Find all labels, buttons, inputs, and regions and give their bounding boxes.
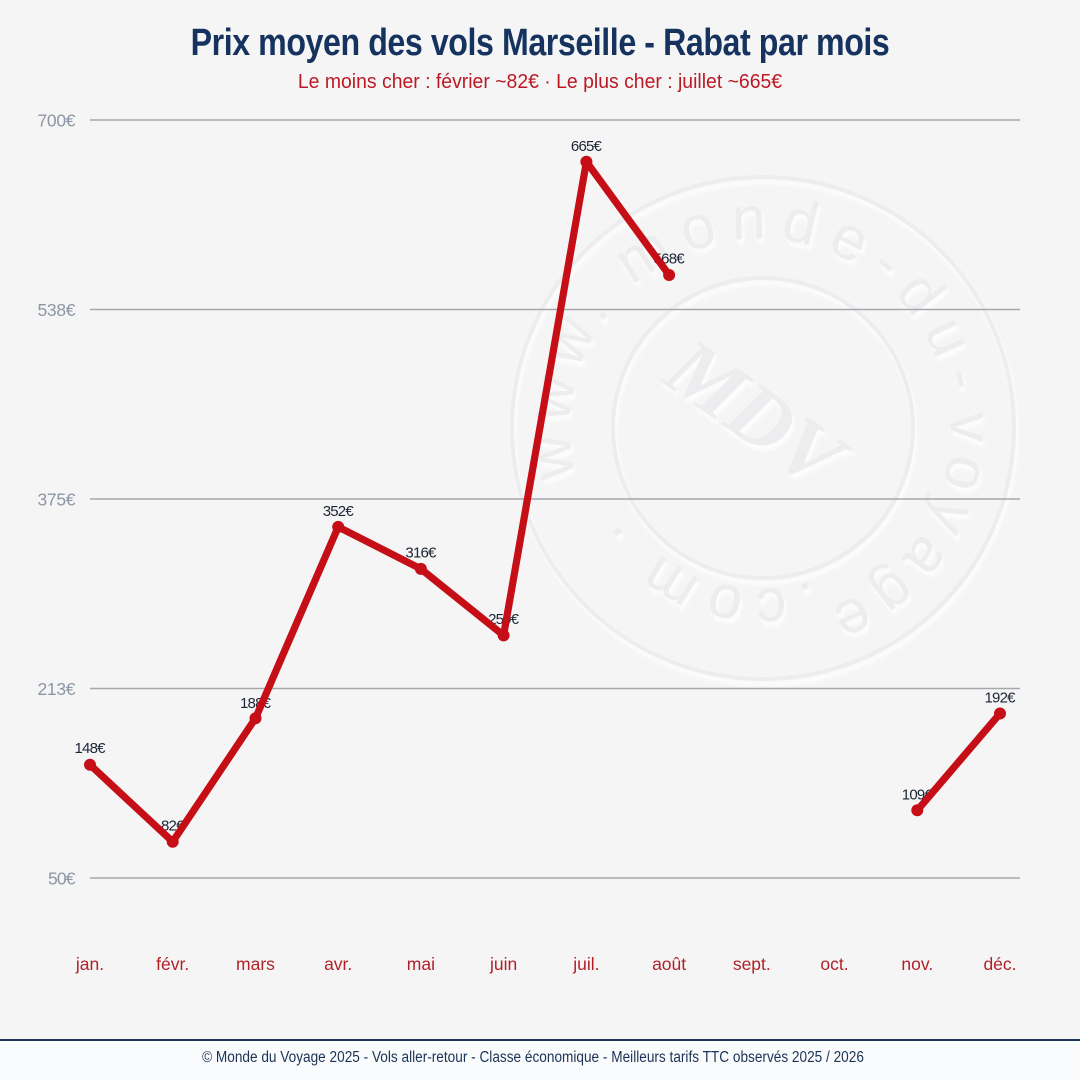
svg-text:192€: 192€ [985,690,1017,707]
svg-text:375€: 375€ [38,489,76,509]
svg-text:148€: 148€ [75,740,107,757]
svg-text:316€: 316€ [405,545,437,562]
svg-text:nov.: nov. [901,954,933,974]
svg-text:oct.: oct. [820,954,848,974]
svg-text:juin: juin [489,954,517,974]
svg-text:665€: 665€ [571,138,603,155]
svg-text:213€: 213€ [38,679,76,699]
svg-text:50€: 50€ [48,868,76,888]
svg-text:.com: .com [621,537,826,644]
svg-text:monde-du-: monde-du- [602,183,1003,408]
svg-text:mai: mai [407,954,435,974]
svg-text:déc.: déc. [983,954,1016,974]
svg-text:août: août [652,954,686,974]
svg-text:538€: 538€ [38,300,76,320]
svg-text:juil.: juil. [572,954,599,974]
svg-text:févr.: févr. [156,954,189,974]
svg-text:mars: mars [236,954,275,974]
svg-text:jan.: jan. [75,954,104,974]
svg-text:sept.: sept. [733,954,771,974]
svg-text:700€: 700€ [38,110,76,130]
svg-text:352€: 352€ [323,503,355,520]
svg-text:MDV: MDV [647,319,864,510]
svg-text:avr.: avr. [324,954,352,974]
